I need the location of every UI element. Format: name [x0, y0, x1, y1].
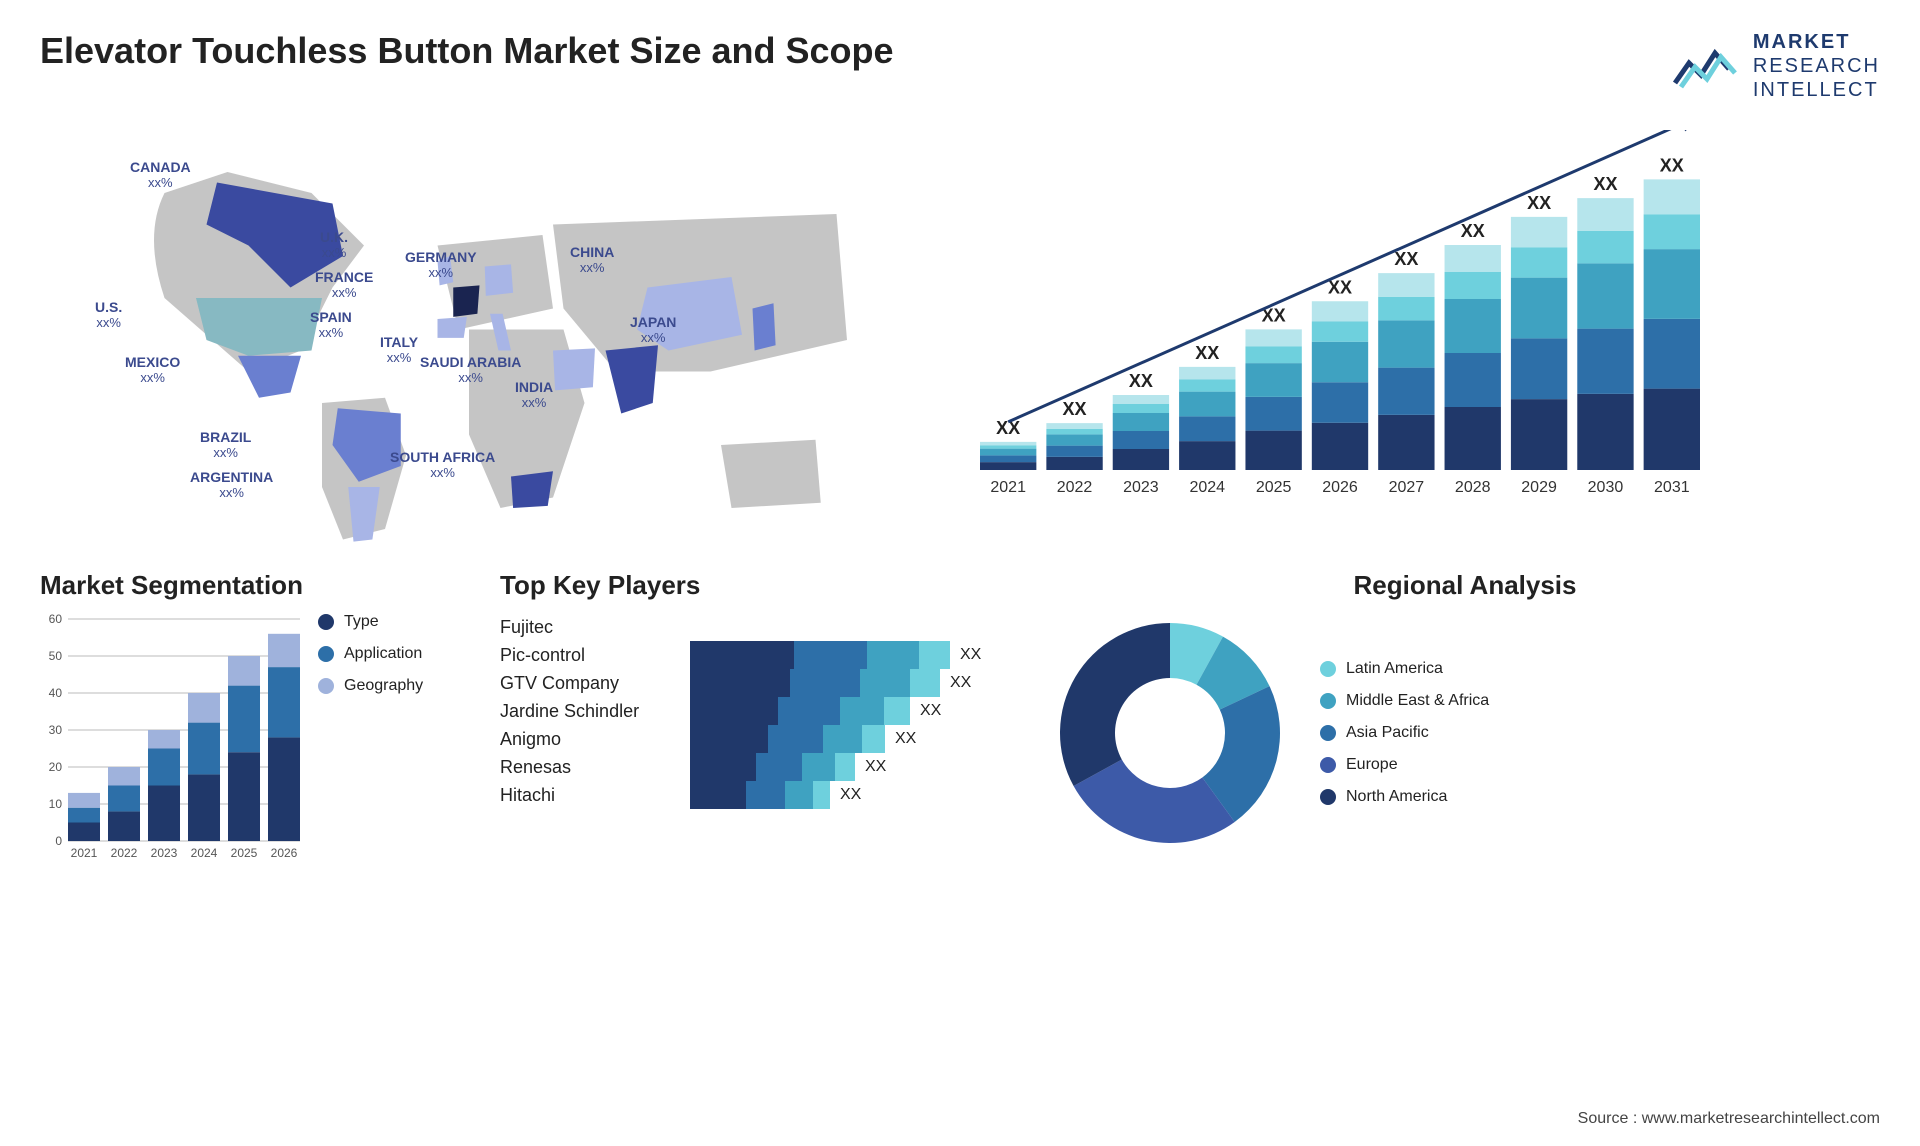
source-label: Source : www.marketresearchintellect.com	[1578, 1110, 1880, 1128]
country-label: SOUTH AFRICAxx%	[390, 450, 495, 481]
legend-item: Middle East & Africa	[1320, 692, 1489, 710]
svg-text:2025: 2025	[231, 846, 258, 860]
svg-text:XX: XX	[1394, 249, 1418, 269]
legend-item: Europe	[1320, 756, 1489, 774]
world-map-panel: CANADAxx% U.S.xx%MEXICOxx% BRAZILxx% ARGENT…	[40, 130, 940, 550]
page-title: Elevator Touchless Button Market Size an…	[40, 30, 894, 72]
svg-text:2022: 2022	[1057, 479, 1093, 496]
player-bar-row: XX	[690, 641, 1020, 669]
svg-text:40: 40	[49, 686, 63, 700]
svg-text:2021: 2021	[71, 846, 98, 860]
country-label: JAPANxx%	[630, 315, 676, 346]
svg-text:2023: 2023	[151, 846, 178, 860]
country-label: U.K.xx%	[320, 230, 348, 261]
player-value: XX	[865, 758, 886, 776]
player-bar-row: XX	[690, 753, 1020, 781]
player-value: XX	[950, 674, 971, 692]
svg-text:2027: 2027	[1389, 479, 1425, 496]
brand-logo: MARKET RESEARCH INTELLECT	[1671, 30, 1880, 102]
country-label: SAUDI ARABIAxx%	[420, 355, 521, 386]
svg-text:2029: 2029	[1521, 479, 1557, 496]
forecast-chart-panel: XX 2021 XX 2022 XX 2023 XX 2024 XX 2025 XX 2026 XX 20…	[980, 130, 1880, 550]
svg-text:XX: XX	[1195, 343, 1219, 363]
svg-text:2028: 2028	[1455, 479, 1491, 496]
segmentation-chart: 0 10 20 30 40 50 60 2021 2022 2023 2024 2025 2026	[40, 613, 300, 863]
svg-text:30: 30	[49, 723, 63, 737]
svg-text:2021: 2021	[990, 479, 1026, 496]
svg-text:2026: 2026	[1322, 479, 1358, 496]
svg-text:XX: XX	[1461, 221, 1485, 241]
svg-text:XX: XX	[1063, 399, 1087, 419]
player-name: Hitachi	[500, 785, 670, 806]
player-name: Pic-control	[500, 645, 670, 666]
regional-panel: Regional Analysis Latin America Middle Ea…	[1050, 570, 1880, 890]
player-bar-row: XX	[690, 697, 1020, 725]
segmentation-panel: Market Segmentation 0 10 20 30 40 50 60 2021 202…	[40, 570, 470, 890]
world-map	[40, 130, 940, 550]
svg-text:XX: XX	[1593, 174, 1617, 194]
player-value: XX	[895, 730, 916, 748]
country-label: MEXICOxx%	[125, 355, 180, 386]
player-bar-row: XX	[690, 725, 1020, 753]
regional-legend: Latin America Middle East & Africa Asia Pa…	[1320, 660, 1489, 806]
country-label: GERMANYxx%	[405, 250, 477, 281]
svg-text:2024: 2024	[1189, 479, 1225, 496]
logo-text: MARKET RESEARCH INTELLECT	[1753, 30, 1880, 102]
svg-text:60: 60	[49, 613, 63, 626]
player-bar-list: XXXXXXXXXXXX	[690, 613, 1020, 809]
regional-title: Regional Analysis	[1050, 570, 1880, 601]
svg-text:XX: XX	[1527, 193, 1551, 213]
country-label: CANADAxx%	[130, 160, 191, 191]
player-value: XX	[840, 786, 861, 804]
svg-text:50: 50	[49, 649, 63, 663]
svg-text:2025: 2025	[1256, 479, 1292, 496]
legend-item: North America	[1320, 788, 1489, 806]
country-label: FRANCExx%	[315, 270, 373, 301]
legend-item: Asia Pacific	[1320, 724, 1489, 742]
svg-text:2022: 2022	[111, 846, 138, 860]
country-label: BRAZILxx%	[200, 430, 251, 461]
legend-item: Geography	[318, 677, 423, 695]
svg-text:2023: 2023	[1123, 479, 1159, 496]
player-name: Anigmo	[500, 729, 670, 750]
country-label: INDIAxx%	[515, 380, 553, 411]
legend-item: Type	[318, 613, 423, 631]
svg-text:20: 20	[49, 760, 63, 774]
player-name: Renesas	[500, 757, 670, 778]
svg-text:0: 0	[55, 834, 62, 848]
legend-item: Latin America	[1320, 660, 1489, 678]
country-label: U.S.xx%	[95, 300, 122, 331]
player-name: Fujitec	[500, 617, 670, 638]
regional-donut-chart	[1050, 613, 1290, 853]
segmentation-title: Market Segmentation	[40, 570, 470, 601]
svg-text:2026: 2026	[271, 846, 298, 860]
segmentation-legend: Type Application Geography	[318, 613, 423, 863]
player-name: Jardine Schindler	[500, 701, 670, 722]
player-name: GTV Company	[500, 673, 670, 694]
svg-text:XX: XX	[1129, 371, 1153, 391]
player-value: XX	[920, 702, 941, 720]
player-value: XX	[960, 646, 981, 664]
svg-text:2030: 2030	[1588, 479, 1624, 496]
player-name-list: Fujitec Pic-control GTV Company Jardine Sch…	[500, 613, 670, 809]
svg-text:2024: 2024	[191, 846, 218, 860]
logo-icon	[1671, 39, 1741, 93]
country-label: CHINAxx%	[570, 245, 614, 276]
key-players-title: Top Key Players	[500, 570, 1020, 601]
player-bar-row: XX	[690, 669, 1020, 697]
player-bar-row	[690, 613, 1020, 641]
svg-text:XX: XX	[1660, 155, 1684, 175]
player-bar-row: XX	[690, 781, 1020, 809]
key-players-panel: Top Key Players Fujitec Pic-control GTV Co…	[500, 570, 1020, 890]
country-label: SPAINxx%	[310, 310, 352, 341]
forecast-bar-chart: XX 2021 XX 2022 XX 2023 XX 2024 XX 2025 XX 2026 XX 20…	[980, 130, 1700, 530]
country-label: ARGENTINAxx%	[190, 470, 273, 501]
country-label: ITALYxx%	[380, 335, 418, 366]
svg-text:2031: 2031	[1654, 479, 1690, 496]
legend-item: Application	[318, 645, 423, 663]
svg-text:10: 10	[49, 797, 63, 811]
